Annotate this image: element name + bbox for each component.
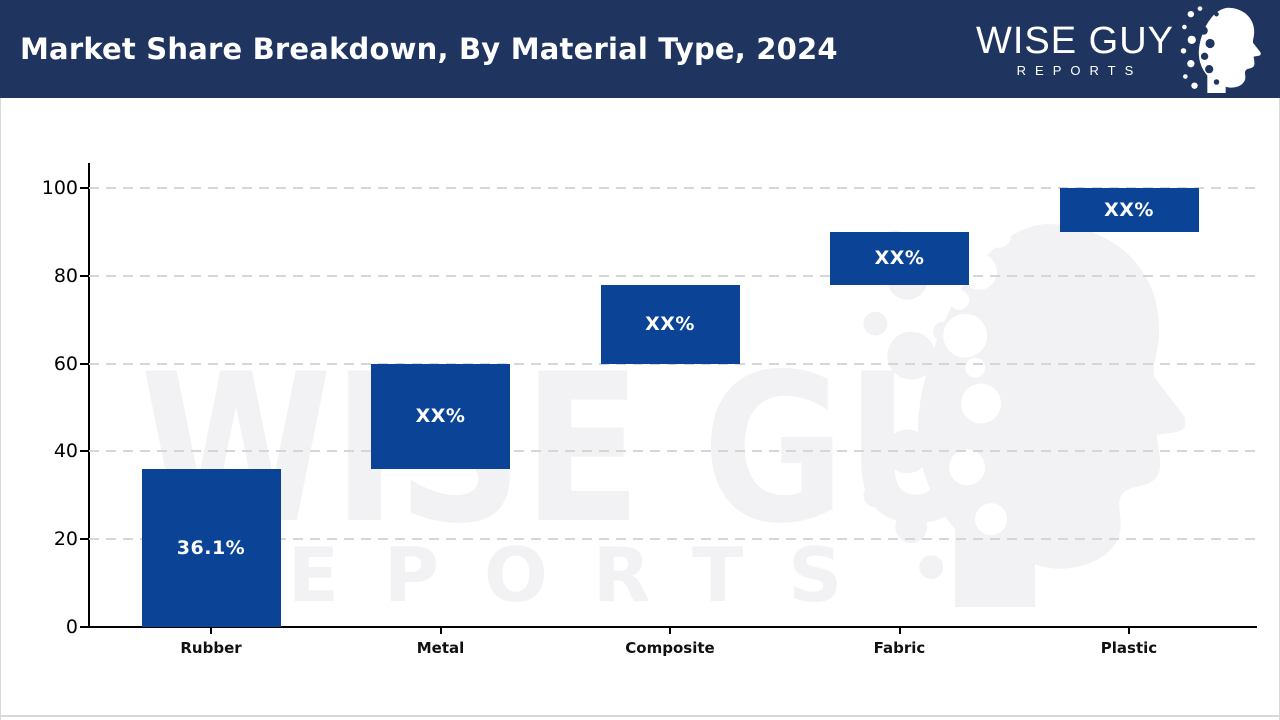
- gridline-60: [89, 362, 1257, 365]
- bar-value-label-fabric: XX%: [874, 247, 925, 270]
- y-tick-label-40: 40: [53, 440, 78, 463]
- y-tick-mark-100: [80, 187, 88, 189]
- chart-title: Market Share Breakdown, By Material Type…: [20, 32, 838, 66]
- y-tick-mark-40: [80, 450, 88, 453]
- y-tick-mark-0: [80, 626, 88, 628]
- bar-value-label-metal: XX%: [415, 405, 466, 428]
- x-axis-label-plastic: Plastic: [1100, 639, 1158, 657]
- x-axis-label-metal: Metal: [416, 639, 465, 657]
- x-tick-mark-fabric: [898, 628, 901, 634]
- y-tick-label-20: 20: [53, 528, 78, 551]
- bar-value-label-rubber: 36.1%: [176, 536, 246, 559]
- y-tick-label-60: 60: [53, 352, 78, 375]
- bar-metal: XX%: [371, 363, 510, 469]
- y-tick-mark-80: [80, 274, 88, 277]
- logo-text: WISE GUY REPORTS: [976, 21, 1174, 78]
- gridline-40: [89, 450, 1257, 453]
- y-tick-label-0: 0: [65, 616, 78, 638]
- x-axis-label-rubber: Rubber: [180, 639, 242, 657]
- bar-fabric: XX%: [830, 231, 969, 285]
- logo-subtitle: REPORTS: [1016, 62, 1143, 78]
- bar-rubber: 36.1%: [141, 468, 281, 627]
- gridline-80: [89, 274, 1257, 277]
- gridline-20: [89, 538, 1257, 541]
- logo-wordmark: WISE GUY: [975, 19, 1174, 62]
- header-bar: Market Share Breakdown, By Material Type…: [0, 0, 1280, 98]
- x-axis-line: [88, 626, 1257, 628]
- bar-plastic: XX%: [1059, 188, 1199, 232]
- logo-face-icon: [1180, 6, 1261, 93]
- x-tick-mark-metal: [439, 628, 442, 634]
- bar-value-label-composite: XX%: [645, 313, 695, 336]
- x-tick-mark-plastic: [1128, 628, 1130, 634]
- x-tick-mark-rubber: [210, 628, 212, 634]
- x-tick-mark-composite: [669, 628, 671, 634]
- y-tick-mark-60: [80, 362, 88, 365]
- y-tick-label-80: 80: [53, 264, 78, 287]
- x-axis-label-composite: Composite: [625, 639, 715, 657]
- y-axis-line: [88, 163, 90, 628]
- y-tick-mark-20: [80, 538, 88, 541]
- bar-composite: XX%: [600, 284, 740, 364]
- y-tick-label-100: 100: [41, 177, 78, 199]
- x-axis-label-fabric: Fabric: [873, 639, 926, 657]
- gridline-100: [89, 187, 1257, 189]
- bottom-divider-line: [0, 715, 1280, 717]
- left-edge-border: [0, 98, 1, 720]
- wise-guy-reports-logo: WISE GUY REPORTS: [976, 5, 1266, 93]
- bar-value-label-plastic: XX%: [1104, 198, 1154, 221]
